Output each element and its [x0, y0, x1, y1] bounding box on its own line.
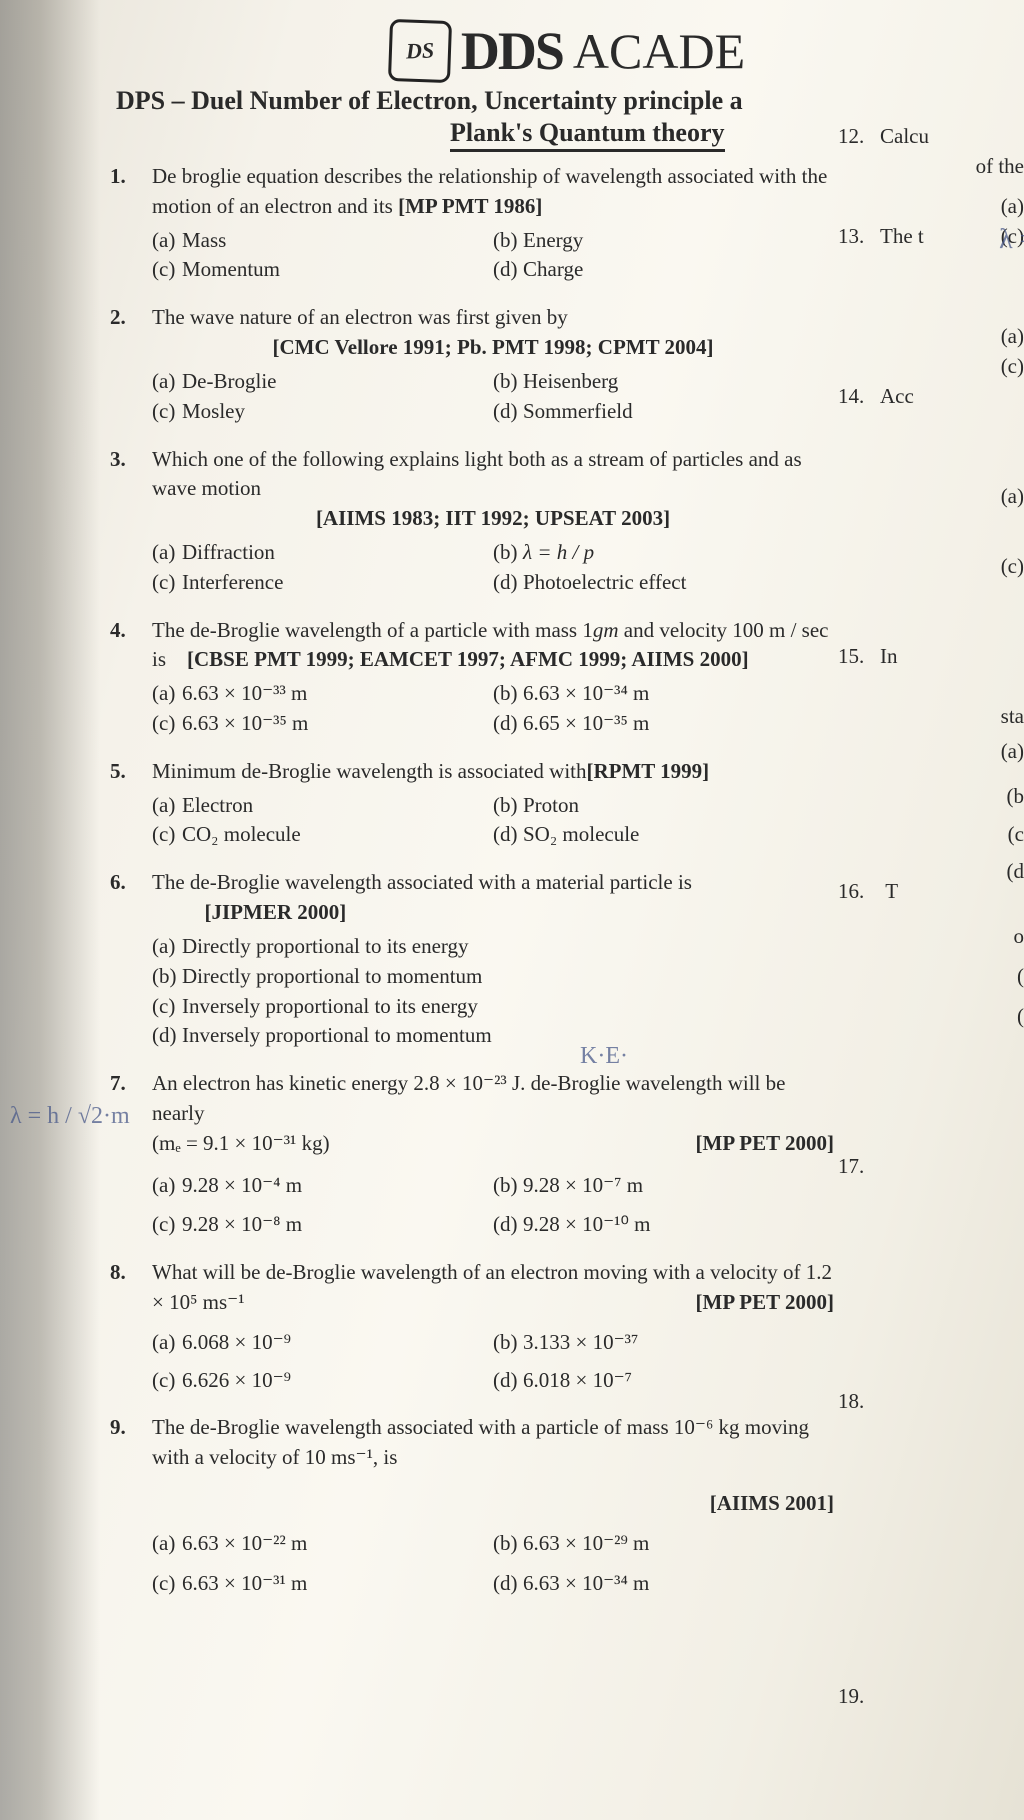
q3-opt-c: (c)Interference — [152, 568, 493, 598]
content: 12. Calcu of the (a) (c) 13. The t (a) (… — [110, 162, 1024, 1599]
q3-opt-a: (a)Diffraction — [152, 538, 493, 568]
q5-opt-a: (a)Electron — [152, 791, 493, 821]
q6-opt-b: (b)Directly proportional to momentum — [152, 962, 834, 992]
q3-num: 3. — [110, 445, 126, 475]
q5-opt-d: (d)SO₂ molecule — [493, 820, 834, 850]
q8-opt-c: (c)6.626 × 10⁻⁹ — [152, 1358, 493, 1396]
question-5: 5. Minimum de-Broglie wavelength is asso… — [110, 757, 1024, 850]
q7-opt-c: (c)9.28 × 10⁻⁸ m — [152, 1200, 493, 1240]
q2-opt-a: (a)De-Broglie — [152, 367, 493, 397]
brand-text: DDS — [461, 20, 563, 82]
question-3: 3. Which one of the following explains l… — [110, 445, 1024, 598]
q6-num: 6. — [110, 868, 126, 898]
worksheet-page: DDS ACADE DPS – Duel Number of Electron,… — [0, 0, 1024, 1820]
header-line1: DPS – Duel Number of Electron, Uncertain… — [116, 86, 1024, 116]
q5-num: 5. — [110, 757, 126, 787]
q8-opts: (a)6.068 × 10⁻⁹ (b)3.133 × 10⁻³⁷ (c)6.62… — [152, 1322, 834, 1396]
q6-opt-a: (a)Directly proportional to its energy — [152, 932, 834, 962]
q1-handwriting: λ = h / mv — [999, 220, 1024, 260]
q8-opt-a: (a)6.068 × 10⁻⁹ — [152, 1328, 493, 1358]
q7-opt-b: (b)9.28 × 10⁻⁷ m — [493, 1171, 834, 1201]
q9-opt-a: (a)6.63 × 10⁻²² m — [152, 1529, 493, 1559]
q2-opt-d: (d)Sommerfield — [493, 397, 834, 427]
q6-opt-c: (c)Inversely proportional to its energy — [152, 992, 834, 1022]
q1-opt-a: (a)Mass — [152, 226, 493, 256]
q7-num: 7. — [110, 1069, 126, 1099]
q9-src: [AIIMS 2001] — [152, 1473, 834, 1519]
q9-opts: (a)6.63 × 10⁻²² m (b)6.63 × 10⁻²⁹ m (c)6… — [152, 1523, 834, 1599]
question-6: 6. The de-Broglie wavelength associated … — [110, 868, 1024, 1051]
q3-opts: (a)Diffraction (b)λ = h / p (c)Interfere… — [152, 538, 834, 598]
question-1: 1. De broglie equation describes the rel… — [110, 162, 1024, 285]
q7-handwriting-right: K·E· — [580, 1039, 628, 1073]
question-4: 4. The de-Broglie wavelength of a partic… — [110, 616, 1024, 739]
q7-handwriting-left: λ = h / √2·m — [10, 1099, 130, 1133]
q5-opt-c: (c)CO₂ molecule — [152, 820, 493, 850]
question-2: 2. The wave nature of an electron was fi… — [110, 303, 1024, 426]
q9-opt-d: (d)6.63 × 10⁻³⁴ m — [493, 1559, 834, 1599]
q6-opt-d: (d)Inversely proportional to momentum — [152, 1021, 834, 1051]
question-8: 8. What will be de-Broglie wavelength of… — [110, 1258, 1024, 1395]
q1-opt-c: (c)Momentum — [152, 255, 493, 285]
q1-opts: (a)Mass (b)Energy (c)Momentum (d)Charge — [152, 226, 834, 286]
brand-sub: ACADE — [573, 22, 745, 80]
q8-text: What will be de-Broglie wavelength of an… — [152, 1258, 834, 1318]
q7-opt-d: (d)9.28 × 10⁻¹⁰ m — [493, 1200, 834, 1240]
q1-opt-b: (b)Energy — [493, 226, 834, 256]
q9-text: The de-Broglie wavelength associated wit… — [152, 1413, 834, 1473]
q9-opt-b: (b)6.63 × 10⁻²⁹ m — [493, 1529, 834, 1559]
q3-opt-b: (b)λ = h / p — [493, 538, 834, 568]
q1-text: De broglie equation describes the relati… — [152, 162, 834, 222]
q4-opt-c: (c)6.63 × 10⁻³⁵ m — [152, 709, 493, 739]
header-line2: Plank's Quantum theory — [450, 118, 725, 152]
q8-opt-b: (b)3.133 × 10⁻³⁷ — [493, 1328, 834, 1358]
q2-opts: (a)De-Broglie (b)Heisenberg (c)Mosley (d… — [152, 367, 834, 427]
q1-opt-d: (d)Charge — [493, 255, 834, 285]
q6-text: The de-Broglie wavelength associated wit… — [152, 868, 834, 928]
rc-12: 12. Calcu — [838, 122, 1024, 152]
q4-opts: (a)6.63 × 10⁻³³ m (b)6.63 × 10⁻³⁴ m (c)6… — [152, 679, 834, 739]
q5-text: Minimum de-Broglie wavelength is associa… — [152, 757, 834, 787]
q4-text: The de-Broglie wavelength of a particle … — [152, 616, 834, 676]
q8-num: 8. — [110, 1258, 126, 1288]
q7-text: An electron has kinetic energy 2.8 × 10⁻… — [152, 1069, 834, 1158]
q9-opt-c: (c)6.63 × 10⁻³¹ m — [152, 1559, 493, 1599]
question-9: 9. The de-Broglie wavelength associated … — [110, 1413, 1024, 1598]
q3-text: Which one of the following explains ligh… — [152, 445, 834, 505]
q7-opts: (a)9.28 × 10⁻⁴ m (b)9.28 × 10⁻⁷ m (c)9.2… — [152, 1163, 834, 1241]
q2-opt-c: (c)Mosley — [152, 397, 493, 427]
question-7: 7. An electron has kinetic energy 2.8 × … — [110, 1069, 1024, 1240]
q4-opt-b: (b)6.63 × 10⁻³⁴ m — [493, 679, 834, 709]
q5-opts: (a)Electron (b)Proton (c)CO₂ molecule (d… — [152, 791, 834, 851]
q5-opt-b: (b)Proton — [493, 791, 834, 821]
q2-text: The wave nature of an electron was first… — [152, 303, 834, 333]
q2-num: 2. — [110, 303, 126, 333]
q4-opt-d: (d)6.65 × 10⁻³⁵ m — [493, 709, 834, 739]
q1-num: 1. — [110, 162, 126, 192]
q4-num: 4. — [110, 616, 126, 646]
logo-row: DDS ACADE — [110, 20, 1024, 82]
q6-opts: (a)Directly proportional to its energy (… — [152, 932, 834, 1051]
q2-opt-b: (b)Heisenberg — [493, 367, 834, 397]
rc-19: 19. — [838, 1682, 1024, 1712]
q2-src: [CMC Vellore 1991; Pb. PMT 1998; CPMT 20… — [152, 333, 834, 363]
q8-opt-d: (d)6.018 × 10⁻⁷ — [493, 1358, 834, 1396]
q3-src: [AIIMS 1983; IIT 1992; UPSEAT 2003] — [152, 504, 834, 534]
q7-opt-a: (a)9.28 × 10⁻⁴ m — [152, 1171, 493, 1201]
logo-badge — [388, 19, 452, 83]
q3-opt-d: (d)Photoelectric effect — [493, 568, 834, 598]
q4-opt-a: (a)6.63 × 10⁻³³ m — [152, 679, 493, 709]
q9-num: 9. — [110, 1413, 126, 1443]
